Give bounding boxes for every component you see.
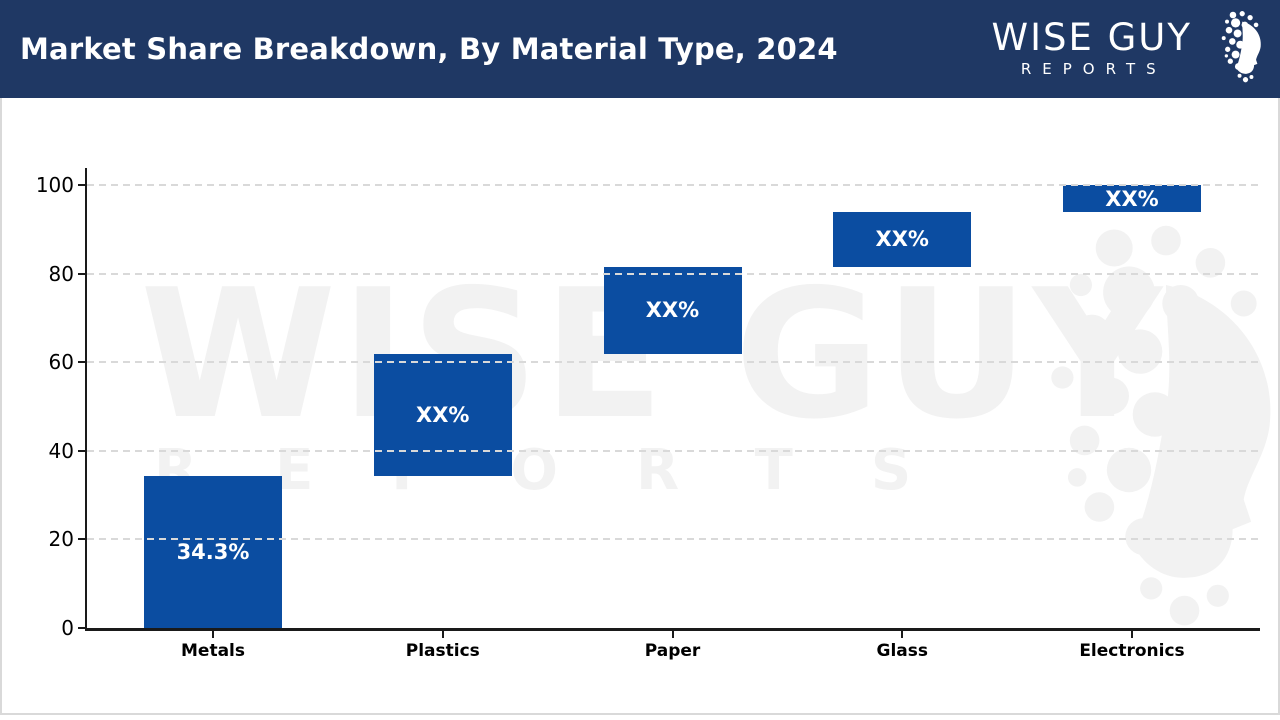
- bar-label-glass: XX%: [875, 227, 929, 252]
- wise-guy-reports-logo: WISE GUY REPORTS: [992, 8, 1262, 88]
- chart-area: WISE GUY REPORTS 0 20 40 60 80 100 34.3% Metals…: [0, 98, 1280, 715]
- dotted-head-icon: [1196, 8, 1262, 88]
- x-tick-plastics: [441, 630, 444, 638]
- gridline-20: [87, 538, 1260, 541]
- logo-wordmark: WISE GUY: [991, 16, 1192, 60]
- x-tick-label-plastics: Plastics: [405, 641, 480, 661]
- x-tick-label-metals: Metals: [181, 641, 245, 661]
- y-tick-label-0: 0: [61, 616, 74, 640]
- gridline-100: [87, 184, 1260, 186]
- x-tick-paper: [671, 630, 674, 638]
- y-tick-label-80: 80: [48, 261, 74, 286]
- bar-label-metals: 34.3%: [176, 540, 250, 565]
- y-tick-label-20: 20: [48, 527, 74, 552]
- bar-plastics: [373, 353, 512, 477]
- y-tick-100: [78, 184, 86, 186]
- x-tick-glass: [901, 630, 904, 638]
- x-tick-electronics: [1131, 630, 1133, 638]
- bar-label-paper: XX%: [645, 298, 700, 323]
- header-band: Market Share Breakdown, By Material Type…: [0, 0, 1280, 98]
- bar-glass: [833, 212, 972, 267]
- y-tick-0: [78, 627, 86, 629]
- y-tick-label-60: 60: [48, 350, 74, 375]
- bar-electronics: [1063, 185, 1201, 213]
- bar-label-plastics: XX%: [416, 402, 470, 427]
- y-axis-spine: [85, 168, 87, 630]
- logo-subtitle: REPORTS: [1020, 59, 1167, 78]
- y-tick-label-40: 40: [48, 438, 74, 463]
- x-axis-spine: [85, 628, 1260, 631]
- bar-paper: [603, 266, 742, 354]
- y-tick-label-100: 100: [35, 173, 74, 197]
- page-title: Market Share Breakdown, By Material Type…: [20, 32, 838, 66]
- x-tick-label-electronics: Electronics: [1079, 641, 1185, 661]
- y-tick-60: [78, 361, 86, 364]
- y-tick-20: [78, 538, 86, 541]
- gridline-60: [87, 361, 1260, 364]
- x-tick-metals: [212, 630, 214, 638]
- gridline-80: [87, 272, 1260, 275]
- x-tick-label-paper: Paper: [644, 641, 701, 661]
- bar-metals: [144, 476, 282, 628]
- y-tick-80: [78, 272, 86, 275]
- x-tick-label-glass: Glass: [876, 641, 929, 661]
- gridline-40: [87, 449, 1260, 452]
- y-tick-40: [78, 449, 86, 452]
- bar-label-electronics: XX%: [1105, 186, 1159, 211]
- logo-text: WISE GUY REPORTS: [991, 16, 1192, 78]
